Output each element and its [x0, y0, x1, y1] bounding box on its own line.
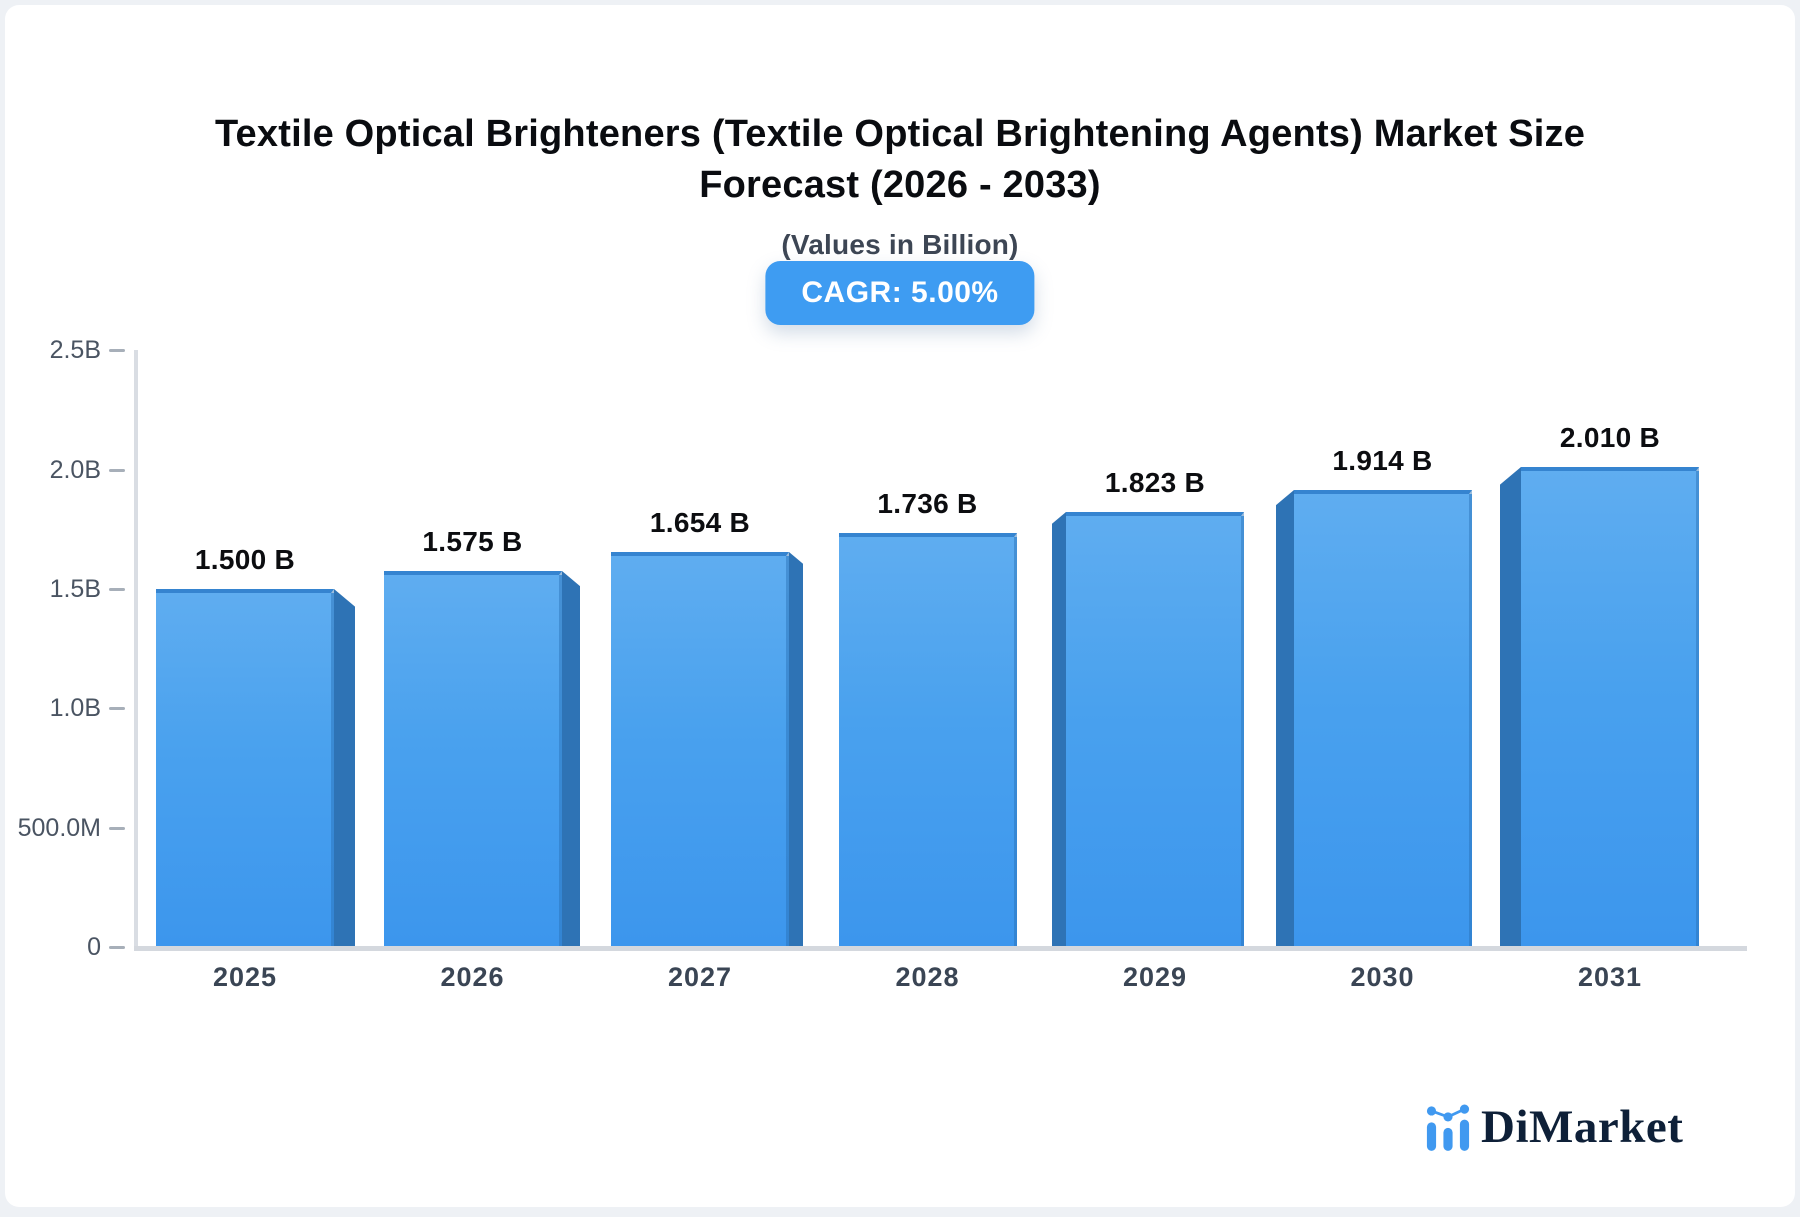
- bar-value-label: 1.654 B: [649, 507, 751, 538]
- bar-2030[interactable]: [1276, 490, 1472, 947]
- bar-3d-side: [1276, 490, 1294, 947]
- y-tick-label: 1.5B: [49, 575, 101, 603]
- chart-card: Textile Optical Brighteners (Textile Opt…: [5, 5, 1795, 1207]
- bar-front-face: [839, 533, 1017, 947]
- x-tick-label: 2027: [667, 962, 733, 992]
- x-tick-label: 2025: [212, 962, 278, 992]
- y-tick-mark: [109, 946, 125, 949]
- bar-front-face: [1521, 467, 1699, 947]
- bar-value-label: 1.500 B: [194, 544, 296, 575]
- x-tick-label: 2029: [1122, 962, 1188, 992]
- x-tick-label: 2026: [440, 962, 505, 992]
- y-tick-label: 2.5B: [49, 336, 101, 364]
- bar-front-face: [611, 552, 789, 947]
- brand-name: DiMarket: [1481, 1101, 1684, 1153]
- page-title: Textile Optical Brighteners (Textile Opt…: [5, 109, 1795, 211]
- bar-2029[interactable]: [1052, 512, 1244, 947]
- chart-subtitle: (Values in Billion): [781, 229, 1019, 260]
- bar-2027[interactable]: [611, 552, 803, 947]
- bar-2028[interactable]: [839, 533, 1017, 947]
- bar-front-face: [384, 571, 562, 947]
- bar-2031[interactable]: [1500, 467, 1699, 947]
- x-tick-label: 2028: [895, 962, 960, 992]
- y-tick-mark: [109, 349, 125, 352]
- x-axis-line: [134, 946, 1747, 951]
- bar-3d-side: [1052, 512, 1066, 947]
- dimarket-logo: DiMarket: [1426, 1101, 1683, 1153]
- y-tick-mark: [109, 588, 125, 591]
- bar-value-label: 1.914 B: [1332, 445, 1433, 476]
- y-tick-mark: [109, 707, 125, 710]
- bar-value-label: 1.736 B: [877, 488, 978, 519]
- cagr-badge: CAGR: 5.00%: [765, 261, 1035, 325]
- y-tick-mark: [109, 827, 125, 830]
- plot-area: 2.5B 2.0B 1.5B 1.0B 500.0M 0 1.500 B 2025 1.575 …: [5, 5, 1800, 1217]
- bar-2025[interactable]: [156, 589, 355, 947]
- bar-value-label: 2.010 B: [1559, 422, 1661, 453]
- y-tick-label: 2.0B: [49, 456, 101, 484]
- bar-front-face: [1294, 490, 1472, 947]
- bar-value-label: 1.823 B: [1104, 467, 1206, 498]
- x-tick-label: 2031: [1577, 962, 1643, 992]
- bar-front-face: [1066, 512, 1244, 947]
- x-tick-label: 2030: [1350, 962, 1415, 992]
- bar-3d-side: [562, 571, 580, 947]
- bar-3d-side: [789, 552, 803, 947]
- title-line-2: Forecast (2026 - 2033): [699, 164, 1101, 206]
- bar-3d-side: [1500, 467, 1521, 947]
- y-tick-label: 0: [87, 933, 101, 961]
- title-line-1: Textile Optical Brighteners (Textile Opt…: [214, 113, 1586, 155]
- y-tick-label: 500.0M: [17, 814, 101, 842]
- y-axis-line: [134, 350, 138, 951]
- bar-value-label: 1.575 B: [422, 526, 523, 557]
- bar-3d-side: [334, 589, 355, 947]
- y-tick-label: 1.0B: [49, 694, 101, 722]
- bar-2026[interactable]: [384, 571, 580, 947]
- y-tick-mark: [109, 469, 125, 472]
- bar-front-face: [156, 589, 334, 947]
- mini-bar-chart-icon: [1426, 1102, 1470, 1152]
